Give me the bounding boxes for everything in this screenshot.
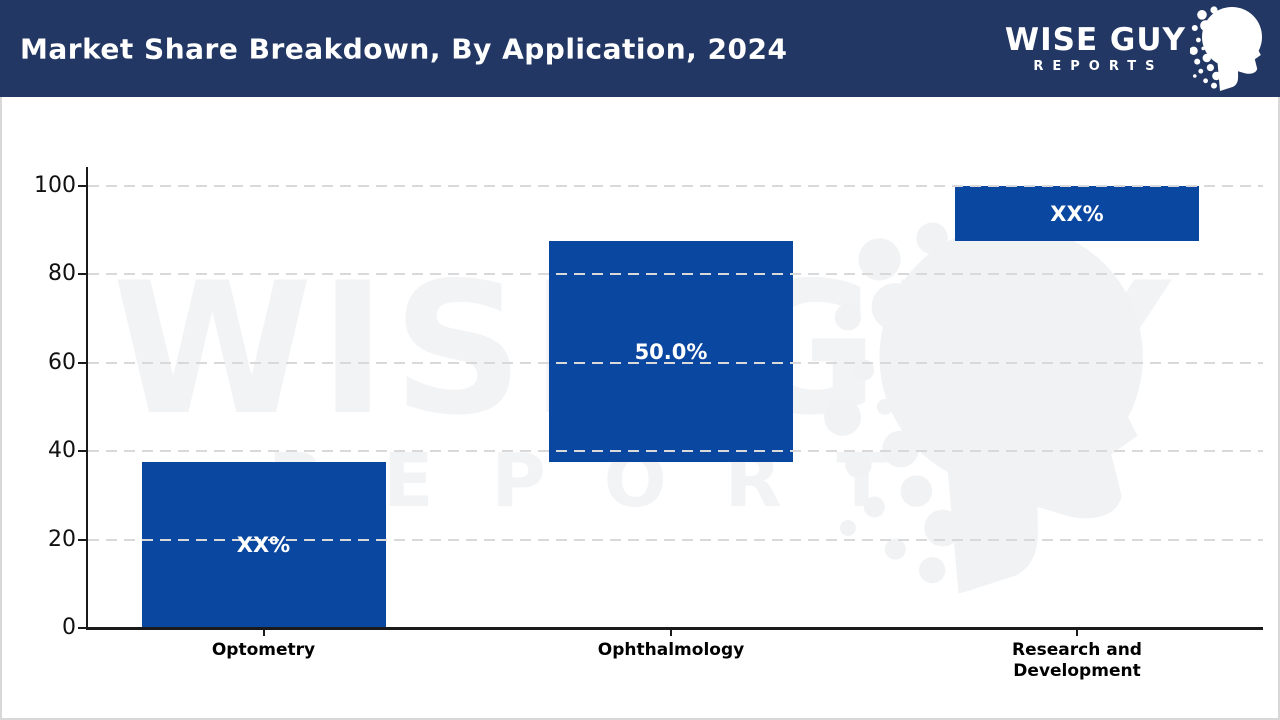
x-axis-label-optometry: Optometry [211, 640, 316, 660]
gridline-100 [88, 185, 1263, 187]
x-axis-tick [262, 628, 265, 636]
y-axis-label-20: 20 [48, 526, 76, 552]
y-axis-line [86, 167, 88, 630]
y-axis-tick-100 [78, 185, 87, 187]
watermark-head-icon [824, 222, 1143, 594]
y-axis-tick-40 [78, 450, 87, 453]
y-axis-label-60: 60 [48, 349, 76, 375]
bar-value-label: XX% [236, 533, 291, 558]
logo-subtitle: REPORTS [1033, 59, 1164, 74]
header-bar: Market Share Breakdown, By Application, … [0, 0, 1280, 97]
logo-head-icon [1190, 5, 1262, 91]
y-axis-tick-80 [78, 273, 87, 276]
bar-optometry [141, 462, 386, 628]
x-axis-tick [1076, 628, 1078, 636]
bar-ophthalmology [549, 241, 793, 463]
y-axis-label-40: 40 [48, 438, 76, 464]
y-axis-tick-0 [78, 627, 87, 629]
logo-text: WISE GUY REPORTS [1005, 23, 1186, 74]
y-axis-tick-60 [78, 361, 87, 364]
gridline-20 [88, 538, 1263, 541]
x-axis-label-research-and-development: Research and Development [1012, 640, 1142, 681]
y-axis-tick-20 [78, 538, 87, 541]
gridline-60 [88, 361, 1263, 364]
wiseguy-logo: WISE GUY REPORTS [1005, 4, 1268, 93]
x-axis-label-ophthalmology: Ophthalmology [597, 640, 745, 660]
gridline-80 [88, 273, 1263, 276]
y-axis-label-80: 80 [48, 261, 76, 287]
y-axis-label-0: 0 [62, 615, 76, 640]
x-axis-tick [670, 628, 672, 636]
bar-value-label: XX% [1050, 201, 1104, 226]
page-title: Market Share Breakdown, By Application, … [20, 32, 788, 65]
gridline-40 [88, 450, 1263, 453]
bar-research-and-development [955, 186, 1199, 242]
x-axis-line [86, 627, 1263, 630]
bar-value-label: 50.0% [634, 339, 708, 364]
y-axis-label-100: 100 [34, 173, 76, 198]
logo-name: WISE GUY [1004, 22, 1186, 58]
